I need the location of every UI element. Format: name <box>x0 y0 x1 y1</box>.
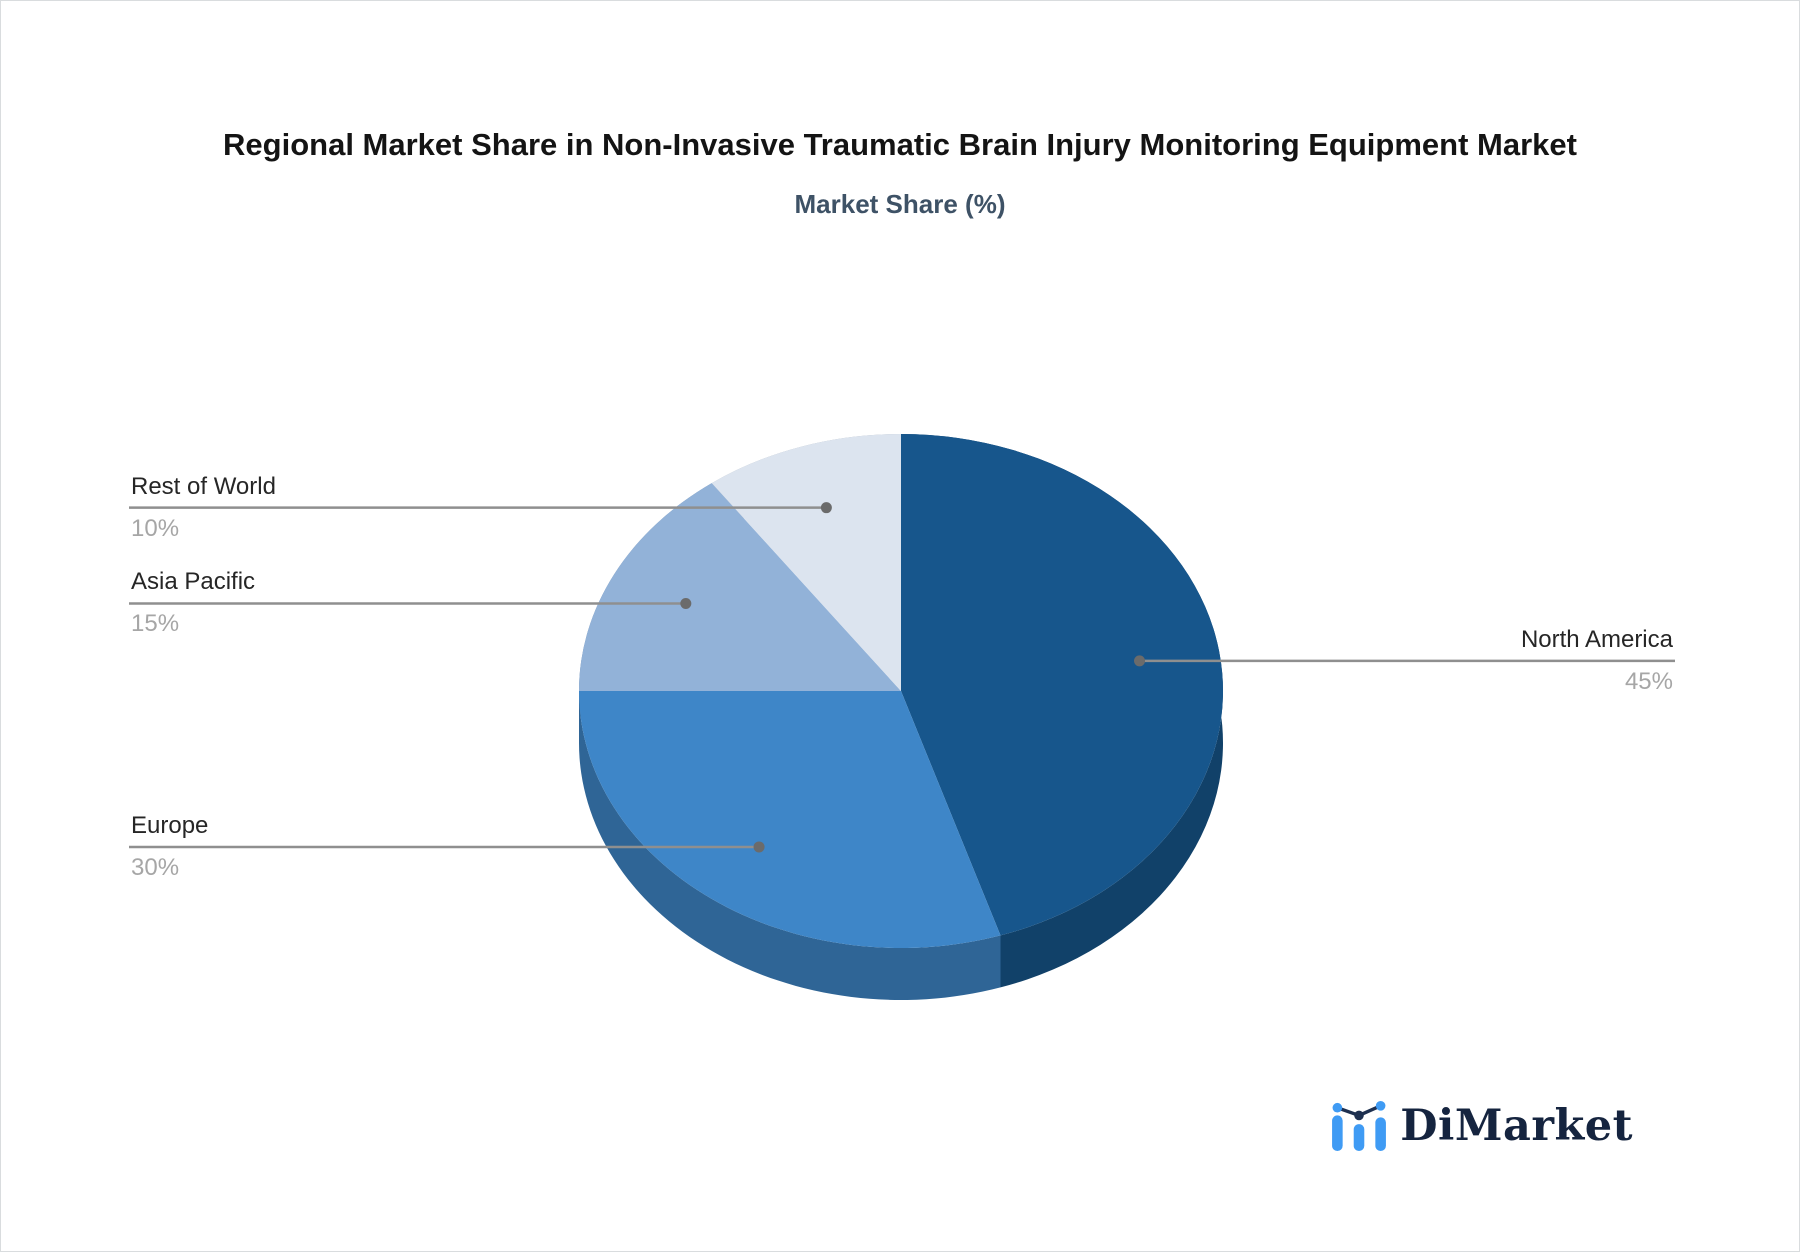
callout-europe: Europe 30% <box>129 811 208 883</box>
dimarket-logo[interactable]: DiMarket <box>1329 1101 1633 1151</box>
callout-label: Asia Pacific <box>131 568 256 596</box>
callout-rest-of-world: Rest of World 10% <box>129 472 276 544</box>
callout-north-america: North America 45% <box>1521 625 1673 697</box>
callout-value: 10% <box>131 514 180 542</box>
callout-label: North America <box>1520 625 1673 653</box>
pie-slice-rest-of-world[interactable] <box>711 434 901 691</box>
callout-label: Rest of World <box>131 472 276 500</box>
callout-value: 45% <box>1624 667 1673 695</box>
callout-asia-pacific: Asia Pacific 15% <box>129 567 255 639</box>
leader-dot-north-america <box>1134 655 1146 667</box>
chart-subtitle: Market Share (%) <box>794 189 1006 219</box>
chart-title: Regional Market Share in Non-Invasive Tr… <box>223 127 1577 162</box>
pie-slice-side-europe <box>579 691 1001 1000</box>
bar-chart-logo-icon <box>1332 1101 1387 1151</box>
pie-slice-asia-pacific[interactable] <box>579 483 901 691</box>
callout-value: 30% <box>131 853 180 881</box>
leader-dot-europe <box>753 841 765 853</box>
pie-slice-north-america[interactable] <box>901 434 1224 936</box>
leader-dot-asia-pacific <box>680 597 692 609</box>
dimarket-wordmark: DiMarket <box>1400 1100 1633 1151</box>
callout-value: 15% <box>131 610 180 638</box>
pie-slice-europe[interactable] <box>579 691 1001 948</box>
leader-dot-rest-of-world <box>820 502 832 514</box>
callout-label: Europe <box>131 811 209 839</box>
